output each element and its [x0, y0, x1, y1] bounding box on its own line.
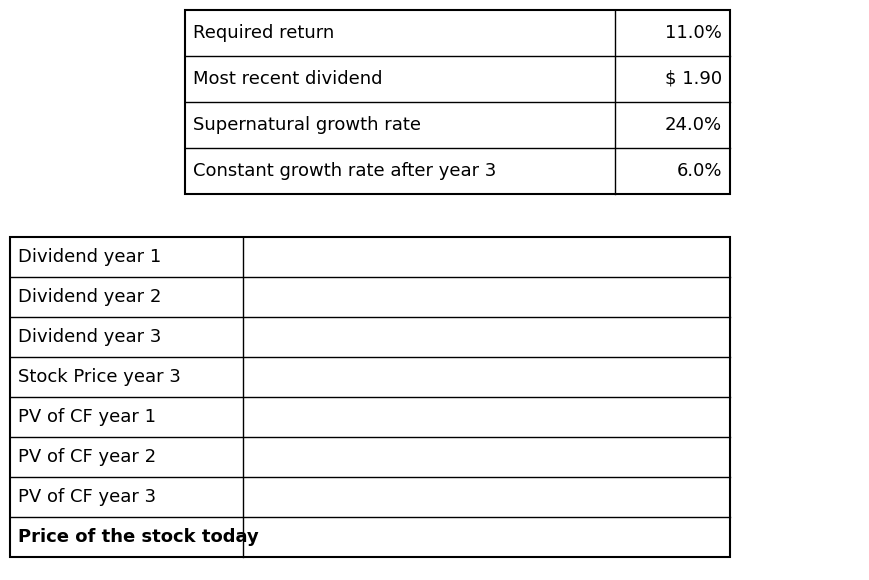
Text: $ 1.90: $ 1.90: [664, 70, 721, 88]
Text: Dividend year 1: Dividend year 1: [18, 248, 161, 266]
Text: 11.0%: 11.0%: [665, 24, 721, 42]
Text: Supernatural growth rate: Supernatural growth rate: [193, 116, 421, 134]
Text: Price of the stock today: Price of the stock today: [18, 528, 258, 546]
Bar: [10, 237, 729, 557]
Text: Required return: Required return: [193, 24, 334, 42]
Text: Dividend year 3: Dividend year 3: [18, 328, 161, 346]
Text: Most recent dividend: Most recent dividend: [193, 70, 382, 88]
Text: 24.0%: 24.0%: [664, 116, 721, 134]
Text: 6.0%: 6.0%: [676, 162, 721, 180]
Text: PV of CF year 3: PV of CF year 3: [18, 488, 156, 506]
Bar: [185, 10, 729, 194]
Text: Stock Price year 3: Stock Price year 3: [18, 368, 181, 386]
Text: Dividend year 2: Dividend year 2: [18, 288, 161, 306]
Text: PV of CF year 2: PV of CF year 2: [18, 448, 156, 466]
Text: Constant growth rate after year 3: Constant growth rate after year 3: [193, 162, 496, 180]
Text: PV of CF year 1: PV of CF year 1: [18, 408, 156, 426]
